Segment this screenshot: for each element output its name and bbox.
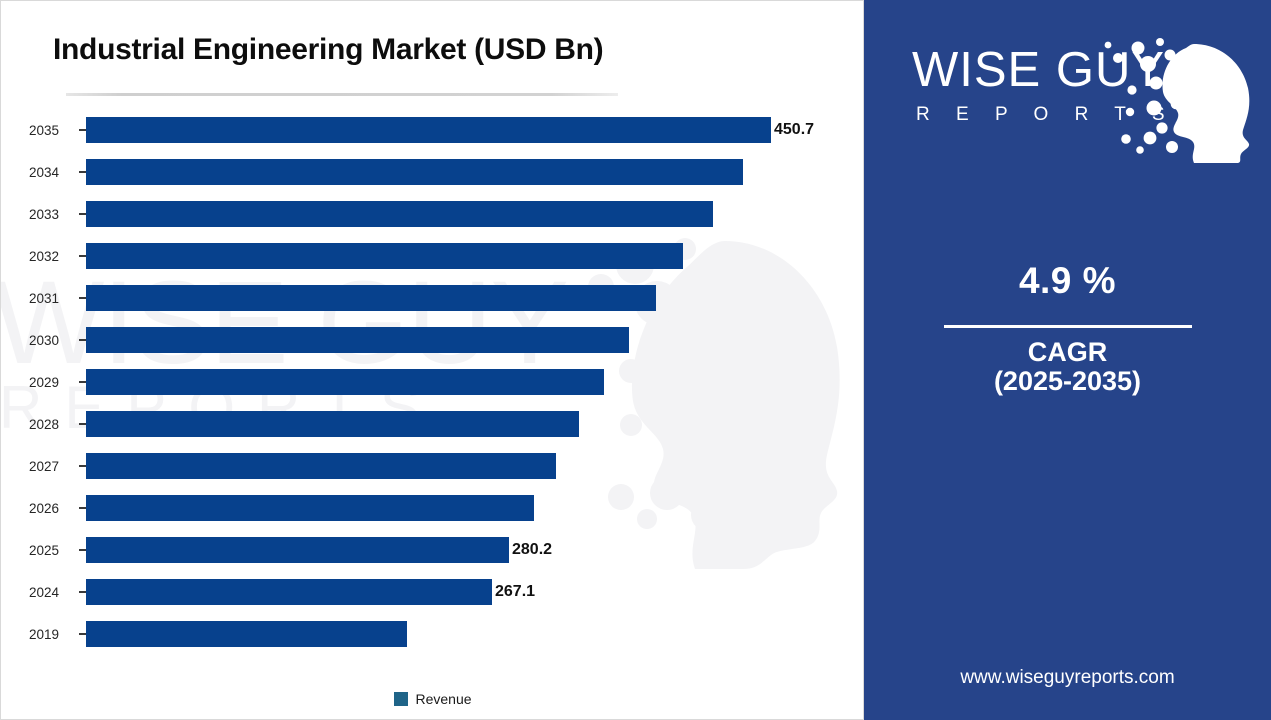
y-axis-label: 2035 bbox=[28, 122, 59, 138]
bar-row: 2025 280.2 bbox=[1, 529, 863, 571]
axis-tick bbox=[79, 171, 86, 173]
bar-2025[interactable] bbox=[86, 537, 509, 563]
bar-2033[interactable] bbox=[86, 201, 713, 227]
chart-legend: Revenue bbox=[1, 691, 863, 707]
bar-row: 2026 bbox=[1, 487, 863, 529]
brand-logo: WISE GUY R E P O R T S bbox=[864, 38, 1271, 163]
bar-row: 2033 bbox=[1, 193, 863, 235]
bar-row: 2019 bbox=[1, 613, 863, 655]
axis-tick bbox=[79, 297, 86, 299]
bar-row: 2032 bbox=[1, 235, 863, 277]
bar-2035[interactable] bbox=[86, 117, 771, 143]
cagr-value: 4.9 % bbox=[1018, 260, 1117, 301]
bar-2026[interactable] bbox=[86, 495, 534, 521]
axis-tick bbox=[79, 549, 86, 551]
bar-2031[interactable] bbox=[86, 285, 656, 311]
brand-logo-main: WISE GUY bbox=[912, 43, 1166, 97]
axis-tick bbox=[79, 507, 86, 509]
y-axis-label: 2033 bbox=[28, 206, 59, 222]
legend-swatch-revenue bbox=[394, 692, 409, 706]
y-axis-label: 2030 bbox=[28, 332, 59, 348]
bar-value-label-2035: 450.7 bbox=[774, 121, 815, 138]
axis-tick bbox=[79, 213, 86, 215]
axis-tick bbox=[79, 465, 86, 467]
brand-head-icon bbox=[1104, 38, 1250, 163]
bar-2034[interactable] bbox=[86, 159, 743, 185]
bar-row: 2029 bbox=[1, 361, 863, 403]
chart-panel: WISE GUY REPORTS Industrial Engineering … bbox=[0, 0, 864, 720]
bar-row: 2035 450.7 bbox=[1, 109, 863, 151]
brand-logo-sub: R E P O R T S bbox=[916, 104, 1175, 125]
cagr-label-line2: (2025-2035) bbox=[993, 366, 1142, 397]
axis-tick bbox=[79, 633, 86, 635]
axis-tick bbox=[79, 255, 86, 257]
bar-row: 2027 bbox=[1, 445, 863, 487]
bar-2030[interactable] bbox=[86, 327, 629, 353]
axis-tick bbox=[79, 423, 86, 425]
chart-title: Industrial Engineering Market (USD Bn) bbox=[53, 33, 604, 66]
y-axis-label: 2028 bbox=[28, 416, 59, 432]
cagr-label-line1: CAGR bbox=[1027, 337, 1108, 367]
bar-row: 2030 bbox=[1, 319, 863, 361]
bar-value-label-2024: 267.1 bbox=[495, 583, 536, 600]
bar-2019[interactable] bbox=[86, 621, 407, 647]
y-axis-label: 2019 bbox=[28, 626, 59, 642]
bar-2027[interactable] bbox=[86, 453, 556, 479]
bar-value-label-2025: 280.2 bbox=[512, 541, 553, 558]
cagr-divider bbox=[944, 325, 1192, 328]
axis-tick bbox=[79, 339, 86, 341]
website-url[interactable]: www.wiseguyreports.com bbox=[960, 667, 1175, 688]
title-divider bbox=[66, 93, 618, 96]
y-axis-label: 2024 bbox=[28, 584, 59, 600]
bar-row: 2034 bbox=[1, 151, 863, 193]
axis-tick bbox=[79, 129, 86, 131]
legend-label-revenue: Revenue bbox=[415, 691, 472, 707]
y-axis-label: 2032 bbox=[28, 248, 59, 264]
bar-row: 2028 bbox=[1, 403, 863, 445]
brand-panel: WISE GUY R E P O R T S 4.9 % bbox=[864, 0, 1271, 720]
bar-2024[interactable] bbox=[86, 579, 492, 605]
bar-2032[interactable] bbox=[86, 243, 683, 269]
y-axis-label: 2027 bbox=[28, 458, 59, 474]
brand-logo-text: WISE GUY R E P O R T S bbox=[912, 46, 1175, 126]
bar-row: 2031 bbox=[1, 277, 863, 319]
y-axis-label: 2034 bbox=[28, 164, 59, 180]
axis-tick bbox=[79, 591, 86, 593]
y-axis-label: 2025 bbox=[28, 542, 59, 558]
plot-area: 2035 450.7 2034 2033 2032 bbox=[1, 109, 863, 655]
bar-row: 2024 267.1 bbox=[1, 571, 863, 613]
cagr-label: CAGR (2025-2035) bbox=[864, 337, 1271, 397]
y-axis-label: 2031 bbox=[28, 290, 59, 306]
y-axis-label: 2026 bbox=[28, 500, 59, 516]
y-axis-label: 2029 bbox=[28, 374, 59, 390]
bar-2029[interactable] bbox=[86, 369, 604, 395]
bar-2028[interactable] bbox=[86, 411, 579, 437]
axis-tick bbox=[79, 381, 86, 383]
